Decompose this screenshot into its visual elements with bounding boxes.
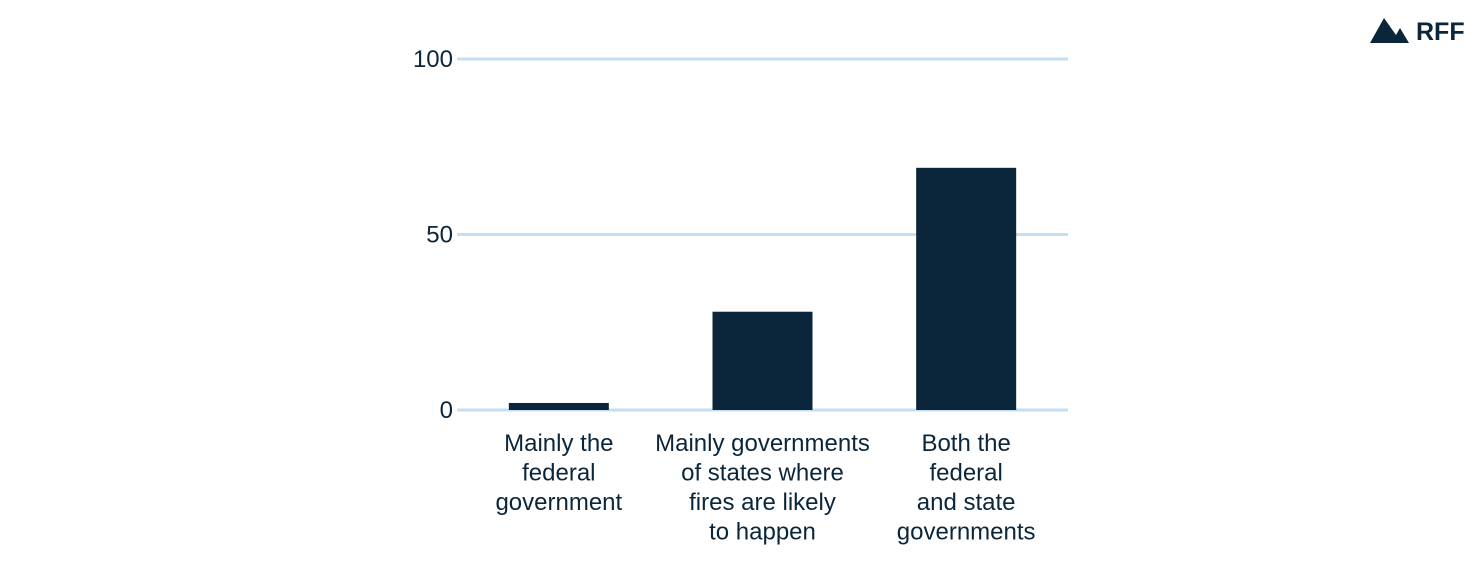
- mountain-icon: [1370, 18, 1409, 43]
- bar-2: [712, 311, 813, 410]
- x-category-label-line: of states where: [681, 460, 844, 487]
- x-category-label-line: Both the: [921, 430, 1010, 457]
- x-category-label-line: federal: [522, 460, 595, 487]
- y-tick-label: 100: [413, 46, 453, 73]
- y-tick-label: 0: [440, 397, 453, 424]
- y-tick-label: 50: [426, 222, 453, 249]
- x-category-label-line: Mainly the: [504, 430, 613, 457]
- bar-3: [916, 167, 1017, 410]
- bars: [508, 167, 1017, 410]
- x-category-label-line: government: [495, 489, 622, 516]
- x-category-label-line: and state: [917, 489, 1016, 516]
- x-category-label: Mainly the federal government: [495, 430, 622, 516]
- y-axis-ticks: 0 50 100: [413, 46, 453, 424]
- x-category-label-line: to happen: [709, 519, 816, 546]
- x-category-label-line: governments: [897, 519, 1036, 546]
- x-category-label-line: federal: [929, 460, 1002, 487]
- x-category-label: Both the federal and state governments: [897, 430, 1036, 546]
- bar-1: [508, 402, 609, 410]
- logo-text: RFF: [1416, 18, 1465, 46]
- rff-logo: RFF: [1370, 18, 1465, 46]
- x-category-label-line: fires are likely: [689, 489, 836, 516]
- x-category-label-line: Mainly governments: [655, 430, 870, 457]
- x-category-label: Mainly governments of states where fires a…: [655, 430, 870, 546]
